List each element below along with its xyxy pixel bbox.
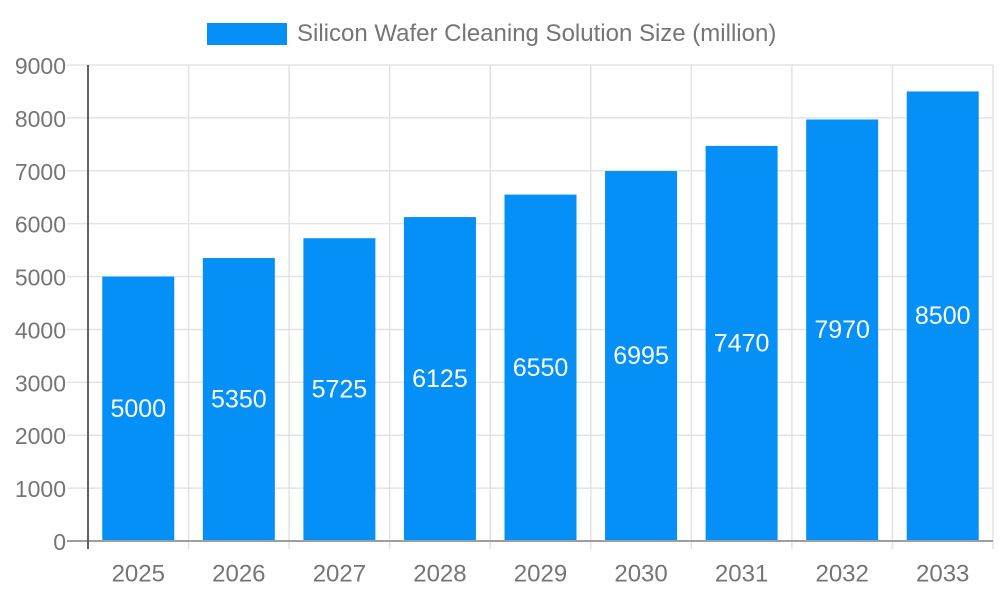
bar-value-label: 6550 — [513, 354, 569, 382]
bar[interactable] — [303, 238, 376, 541]
y-tick-label: 8000 — [15, 106, 66, 132]
bar-value-label: 5725 — [312, 376, 368, 404]
bar[interactable] — [806, 119, 879, 541]
legend-swatch-icon — [207, 23, 287, 45]
x-tick-label: 2030 — [614, 561, 667, 588]
x-tick-label: 2032 — [815, 561, 868, 588]
bar[interactable] — [102, 276, 175, 541]
bar[interactable] — [403, 217, 476, 542]
y-tick-label: 6000 — [15, 212, 66, 238]
x-tick-label: 2031 — [715, 561, 768, 588]
x-tick-label: 2033 — [916, 561, 969, 588]
legend-label: Silicon Wafer Cleaning Solution Size (mi… — [297, 20, 777, 47]
x-tick-label: 2025 — [112, 561, 165, 588]
y-tick-label: 2000 — [15, 423, 66, 449]
bar-value-label: 7970 — [814, 316, 870, 344]
bar-value-label: 6125 — [412, 365, 468, 393]
x-tick-label: 2027 — [313, 561, 366, 588]
x-tick-label: 2028 — [413, 561, 466, 588]
bar-value-label: 5000 — [110, 395, 166, 423]
y-tick-label: 9000 — [15, 53, 66, 79]
bar[interactable] — [906, 91, 979, 541]
bar-value-label: 8500 — [915, 302, 971, 330]
bar-value-label: 6995 — [613, 342, 669, 370]
bar[interactable] — [504, 194, 577, 542]
y-tick-label: 4000 — [15, 317, 66, 343]
legend[interactable]: Silicon Wafer Cleaning Solution Size (mi… — [207, 22, 776, 46]
y-tick-label: 3000 — [15, 370, 66, 396]
bar-value-label: 7470 — [714, 329, 770, 357]
y-tick-label: 0 — [53, 529, 66, 555]
y-tick-label: 7000 — [15, 159, 66, 185]
x-tick-label: 2026 — [212, 561, 265, 588]
y-tick-label: 5000 — [15, 265, 66, 291]
y-tick-label: 1000 — [15, 476, 66, 502]
bar-value-label: 5350 — [211, 386, 267, 414]
bar[interactable] — [202, 258, 275, 541]
x-tick-label: 2029 — [514, 561, 567, 588]
bar[interactable] — [705, 145, 778, 542]
bar[interactable] — [605, 171, 678, 541]
